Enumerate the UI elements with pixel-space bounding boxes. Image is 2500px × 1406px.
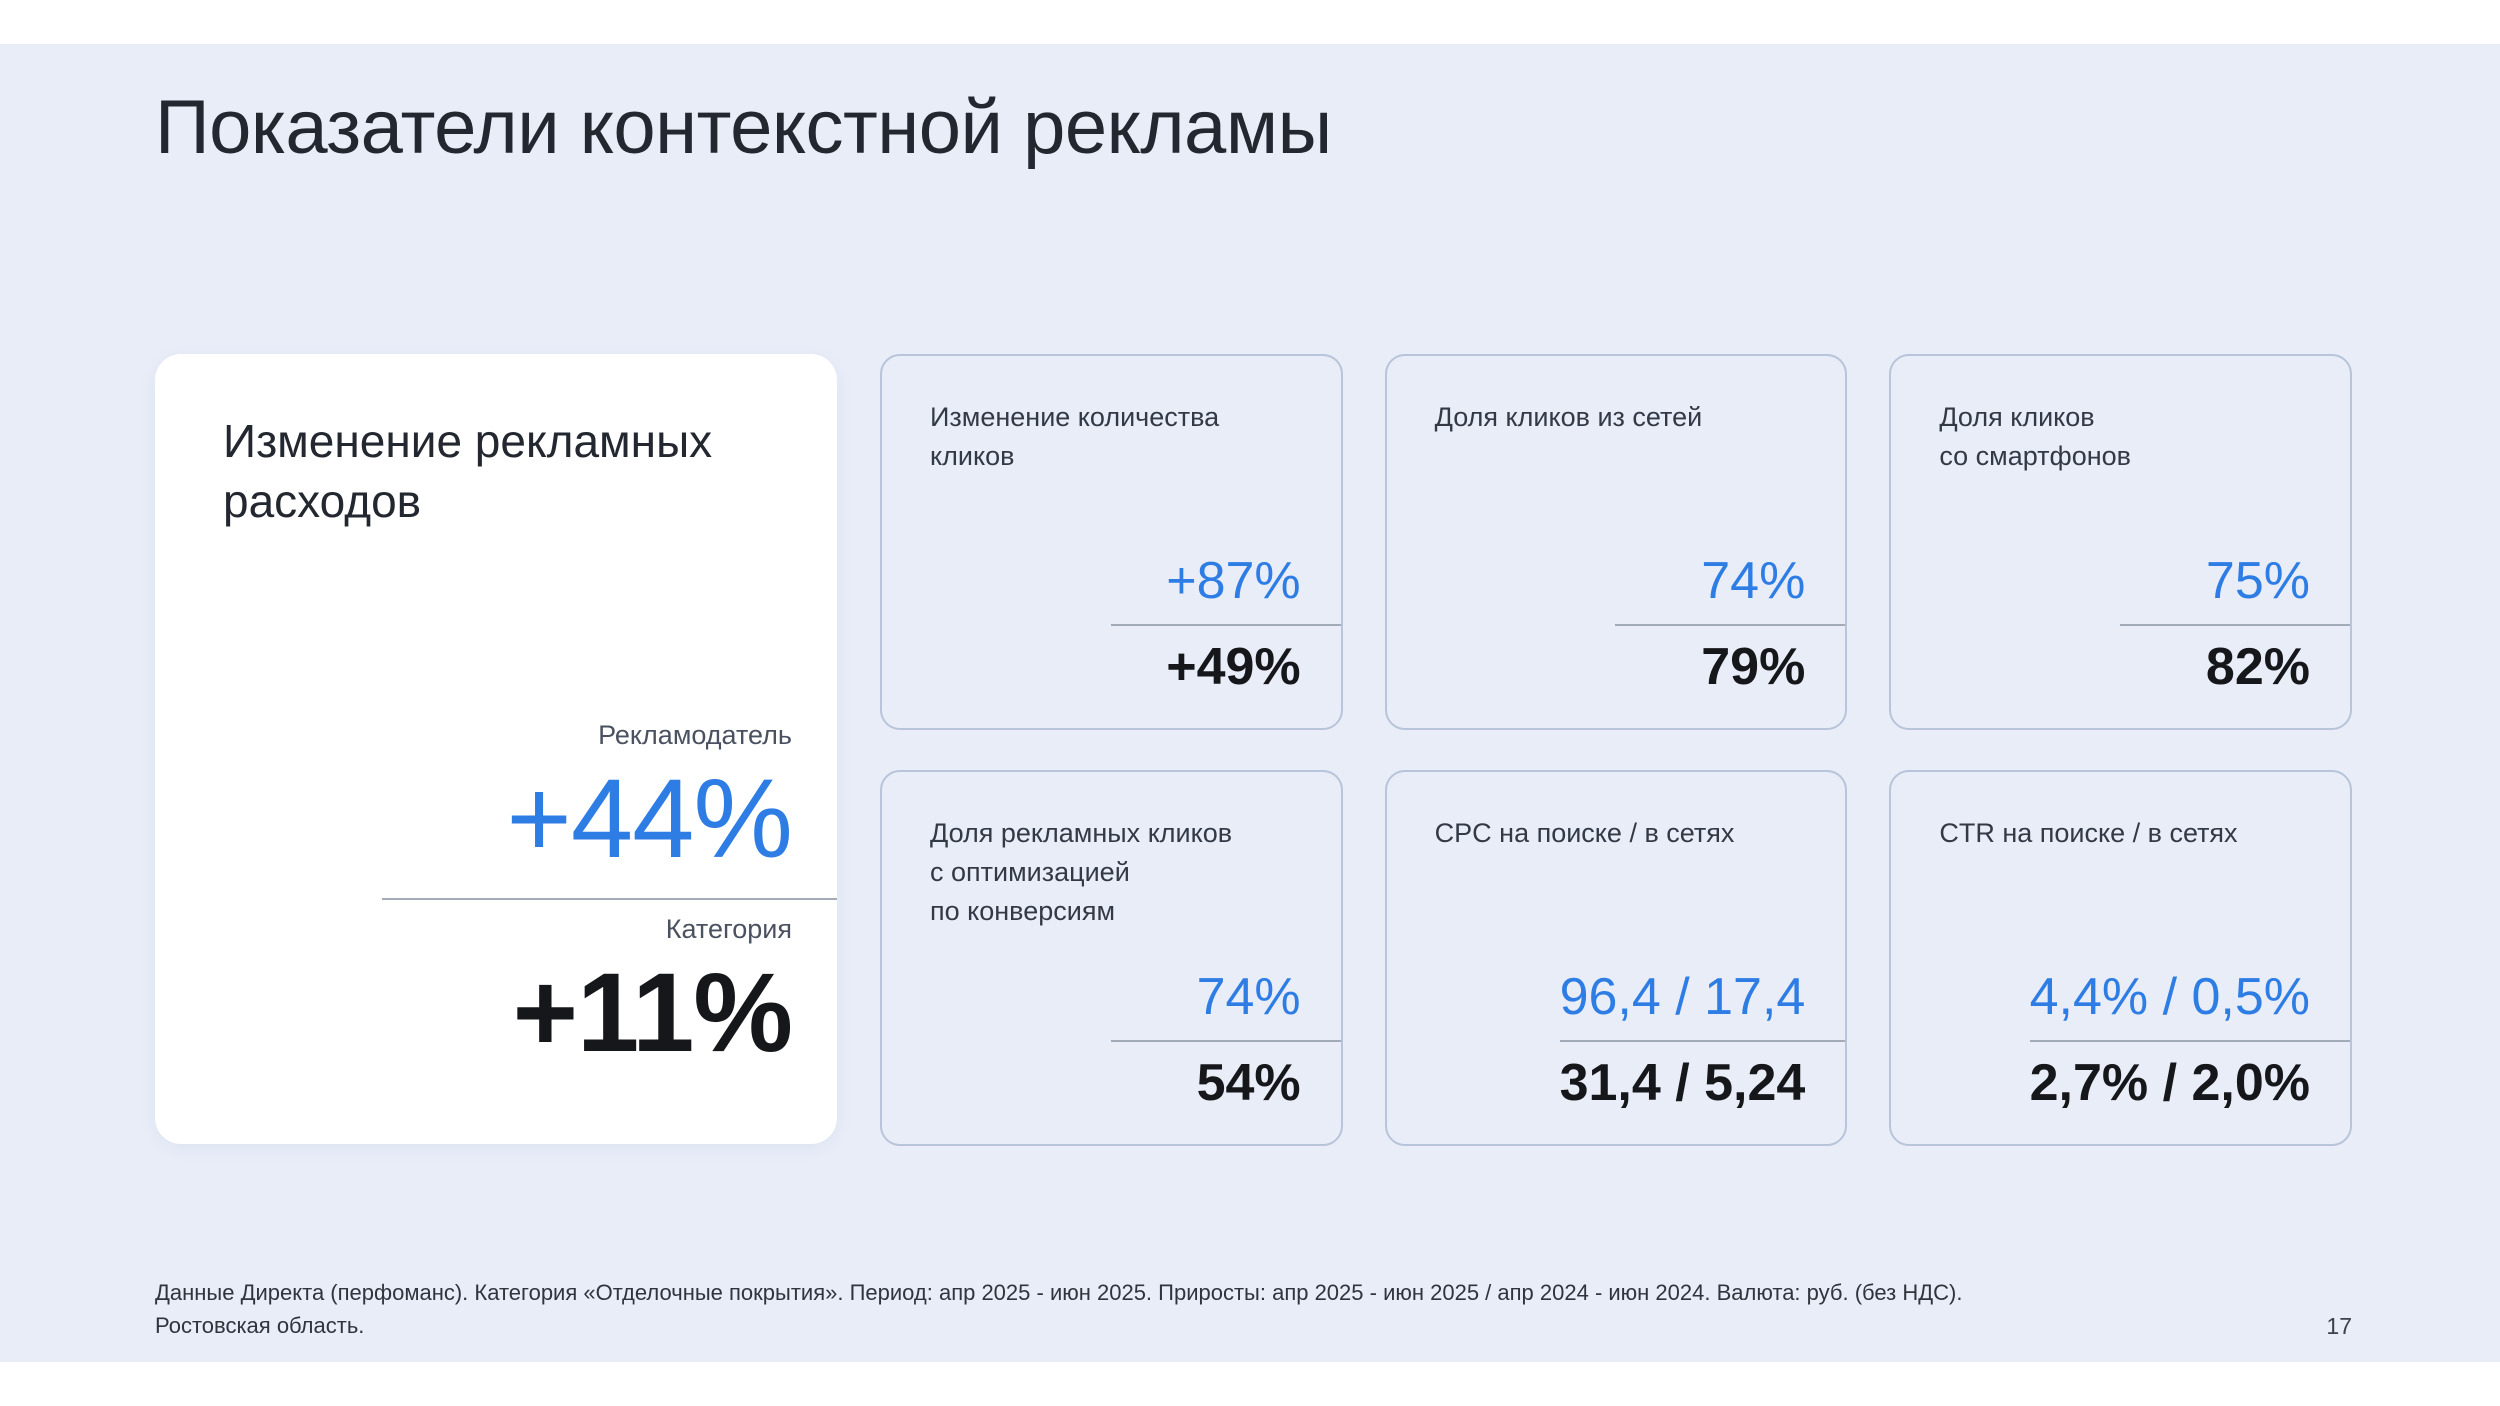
metric-card-title: Доля кликов из сетей [1434, 402, 1703, 432]
metric-value-primary: 96,4 / 17,4 [1559, 968, 1806, 1027]
footnote-line-1: Данные Директа (перфоманс). Категория «О… [155, 1280, 1963, 1305]
metric-card-network-clicks-share: Доля кликов из сетей 74% 79% [1384, 354, 1848, 730]
metric-divider [1615, 624, 1846, 627]
page-number: 17 [2326, 1313, 2352, 1339]
metric-card-title: Доля рекламных кликов с оптимизацией по … [930, 818, 1233, 927]
metric-card-values: 74% 79% [1615, 552, 1846, 698]
metric-value-primary: +87% [1166, 552, 1301, 611]
metric-card-title: CTR на поиске / в сетях [1939, 818, 2238, 848]
metric-value-secondary: 54% [1196, 1054, 1301, 1113]
bottom-white-strip [0, 1362, 2500, 1406]
metric-value-primary: 74% [1701, 552, 1806, 611]
metrics-area: Изменение рекламных расходов Рекламодате… [155, 354, 2352, 1146]
main-secondary-value: +11% [512, 949, 793, 1075]
metric-card-values: 4,4% / 0,5% 2,7% / 2,0% [2029, 968, 2350, 1114]
metric-card-values: 96,4 / 17,4 31,4 / 5,24 [1559, 968, 1846, 1114]
metric-card-values: 75% 82% [2119, 552, 2350, 698]
metric-card-title: Изменение количества кликов [930, 402, 1220, 472]
main-card-values: Рекламодатель +44% Категория +11% [382, 719, 837, 1075]
metric-card-grid: Изменение количества кликов +87% +49% До… [880, 354, 2352, 1146]
metric-divider [1110, 1040, 1341, 1043]
metric-card-title: Доля кликов со смартфонов [1939, 402, 2132, 472]
metric-value-primary: 4,4% / 0,5% [2029, 968, 2310, 1027]
metric-divider [1110, 624, 1341, 627]
footer: Данные Директа (перфоманс). Категория «О… [155, 1276, 2352, 1342]
metric-card-cpc: CPC на поиске / в сетях 96,4 / 17,4 31,4… [1384, 770, 1848, 1146]
main-primary-value: +44% [506, 755, 793, 881]
main-primary-label: Рекламодатель [598, 719, 792, 750]
metric-card-values: +87% +49% [1110, 552, 1341, 698]
metric-value-secondary: 82% [2205, 638, 2310, 697]
top-white-strip [0, 0, 2500, 44]
metric-card-conversion-optimized-clicks: Доля рекламных кликов с оптимизацией по … [880, 770, 1343, 1146]
metric-card-ctr: CTR на поиске / в сетях 4,4% / 0,5% 2,7%… [1889, 770, 2352, 1146]
metric-value-primary: 74% [1196, 968, 1301, 1027]
metric-divider [2119, 624, 2350, 627]
metric-value-secondary: +49% [1166, 638, 1301, 697]
metric-card-values: 74% 54% [1110, 968, 1341, 1114]
metric-value-primary: 75% [2205, 552, 2310, 611]
metric-divider [2029, 1040, 2350, 1043]
main-secondary-label: Категория [665, 913, 792, 944]
metric-card-smartphone-clicks-share: Доля кликов со смартфонов 75% 82% [1889, 354, 2352, 730]
metric-value-secondary: 31,4 / 5,24 [1559, 1054, 1806, 1113]
metric-card-title: CPC на поиске / в сетях [1434, 818, 1735, 848]
main-card-title: Изменение рекламных расходов [223, 415, 713, 527]
metric-value-secondary: 2,7% / 2,0% [2029, 1054, 2310, 1113]
main-metric-card: Изменение рекламных расходов Рекламодате… [155, 354, 837, 1144]
metric-value-secondary: 79% [1701, 638, 1806, 697]
metric-card-clicks-change: Изменение количества кликов +87% +49% [880, 354, 1343, 730]
page-title: Показатели контекстной рекламы [155, 85, 1332, 170]
source-footnote: Данные Директа (перфоманс). Категория «О… [155, 1276, 1962, 1342]
main-divider [382, 897, 837, 900]
footnote-line-2: Ростовская область. [155, 1313, 365, 1338]
metric-divider [1559, 1040, 1846, 1043]
